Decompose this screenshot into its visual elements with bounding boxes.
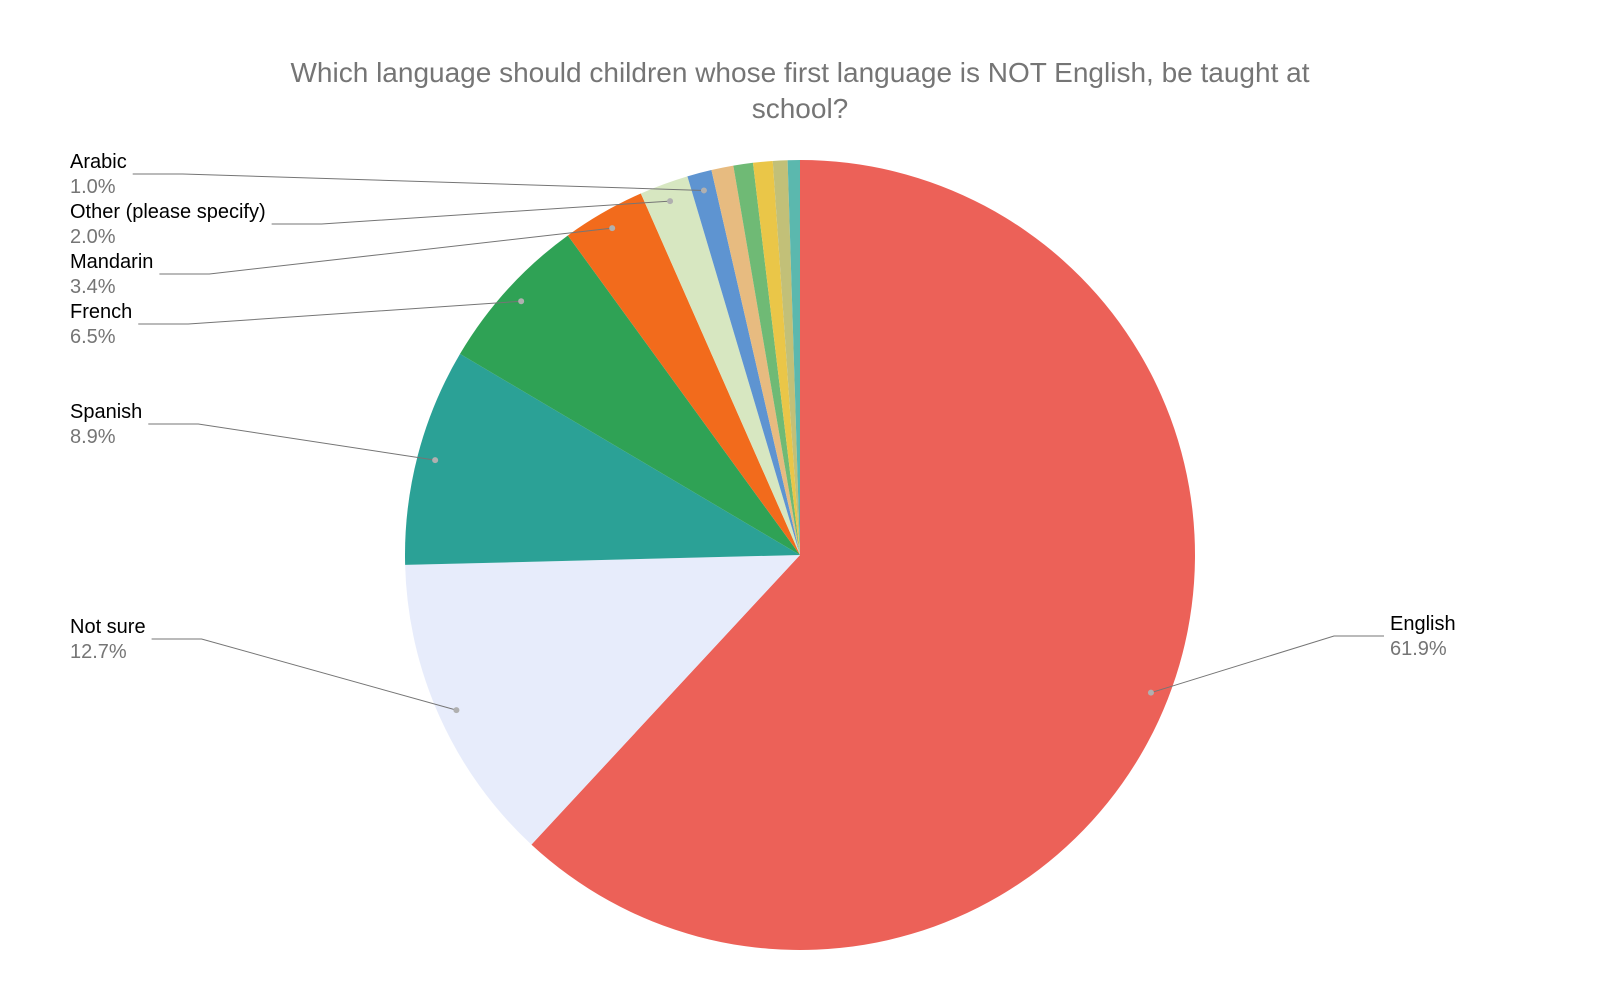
pie-label-name: Mandarin — [70, 250, 153, 275]
pie-label-pct: 6.5% — [70, 325, 132, 350]
pie-label-name: Spanish — [70, 400, 142, 425]
leader-line — [148, 424, 435, 460]
leader-dot — [701, 187, 707, 193]
pie-label-pct: 12.7% — [70, 640, 146, 665]
pie-label-pct: 8.9% — [70, 425, 142, 450]
pie-label: French6.5% — [70, 300, 132, 350]
pie-label: Not sure12.7% — [70, 615, 146, 665]
leader-dot — [609, 225, 615, 231]
pie-label-pct: 3.4% — [70, 275, 153, 300]
pie-label: Mandarin3.4% — [70, 250, 153, 300]
leader-dot — [432, 457, 438, 463]
pie-label-pct: 61.9% — [1390, 637, 1456, 662]
pie-label-pct: 1.0% — [70, 175, 127, 200]
pie-label-name: Arabic — [70, 150, 127, 175]
leader-line — [152, 639, 457, 710]
pie-label-pct: 2.0% — [70, 225, 266, 250]
pie-label-name: Not sure — [70, 615, 146, 640]
pie-svg — [0, 0, 1600, 991]
pie-label: Other (please specify)2.0% — [70, 200, 266, 250]
pie-label: Arabic1.0% — [70, 150, 127, 200]
pie-label: Spanish8.9% — [70, 400, 142, 450]
leader-dot — [1148, 690, 1154, 696]
pie-label: English61.9% — [1390, 612, 1456, 662]
leader-dot — [453, 707, 459, 713]
leader-line — [133, 174, 704, 190]
pie-label-name: English — [1390, 612, 1456, 637]
leader-dot — [667, 198, 673, 204]
pie-label-name: Other (please specify) — [70, 200, 266, 225]
pie-chart: Which language should children whose fir… — [0, 0, 1600, 991]
leader-line — [1151, 636, 1384, 693]
leader-dot — [518, 298, 524, 304]
pie-label-name: French — [70, 300, 132, 325]
leader-line — [138, 301, 521, 324]
